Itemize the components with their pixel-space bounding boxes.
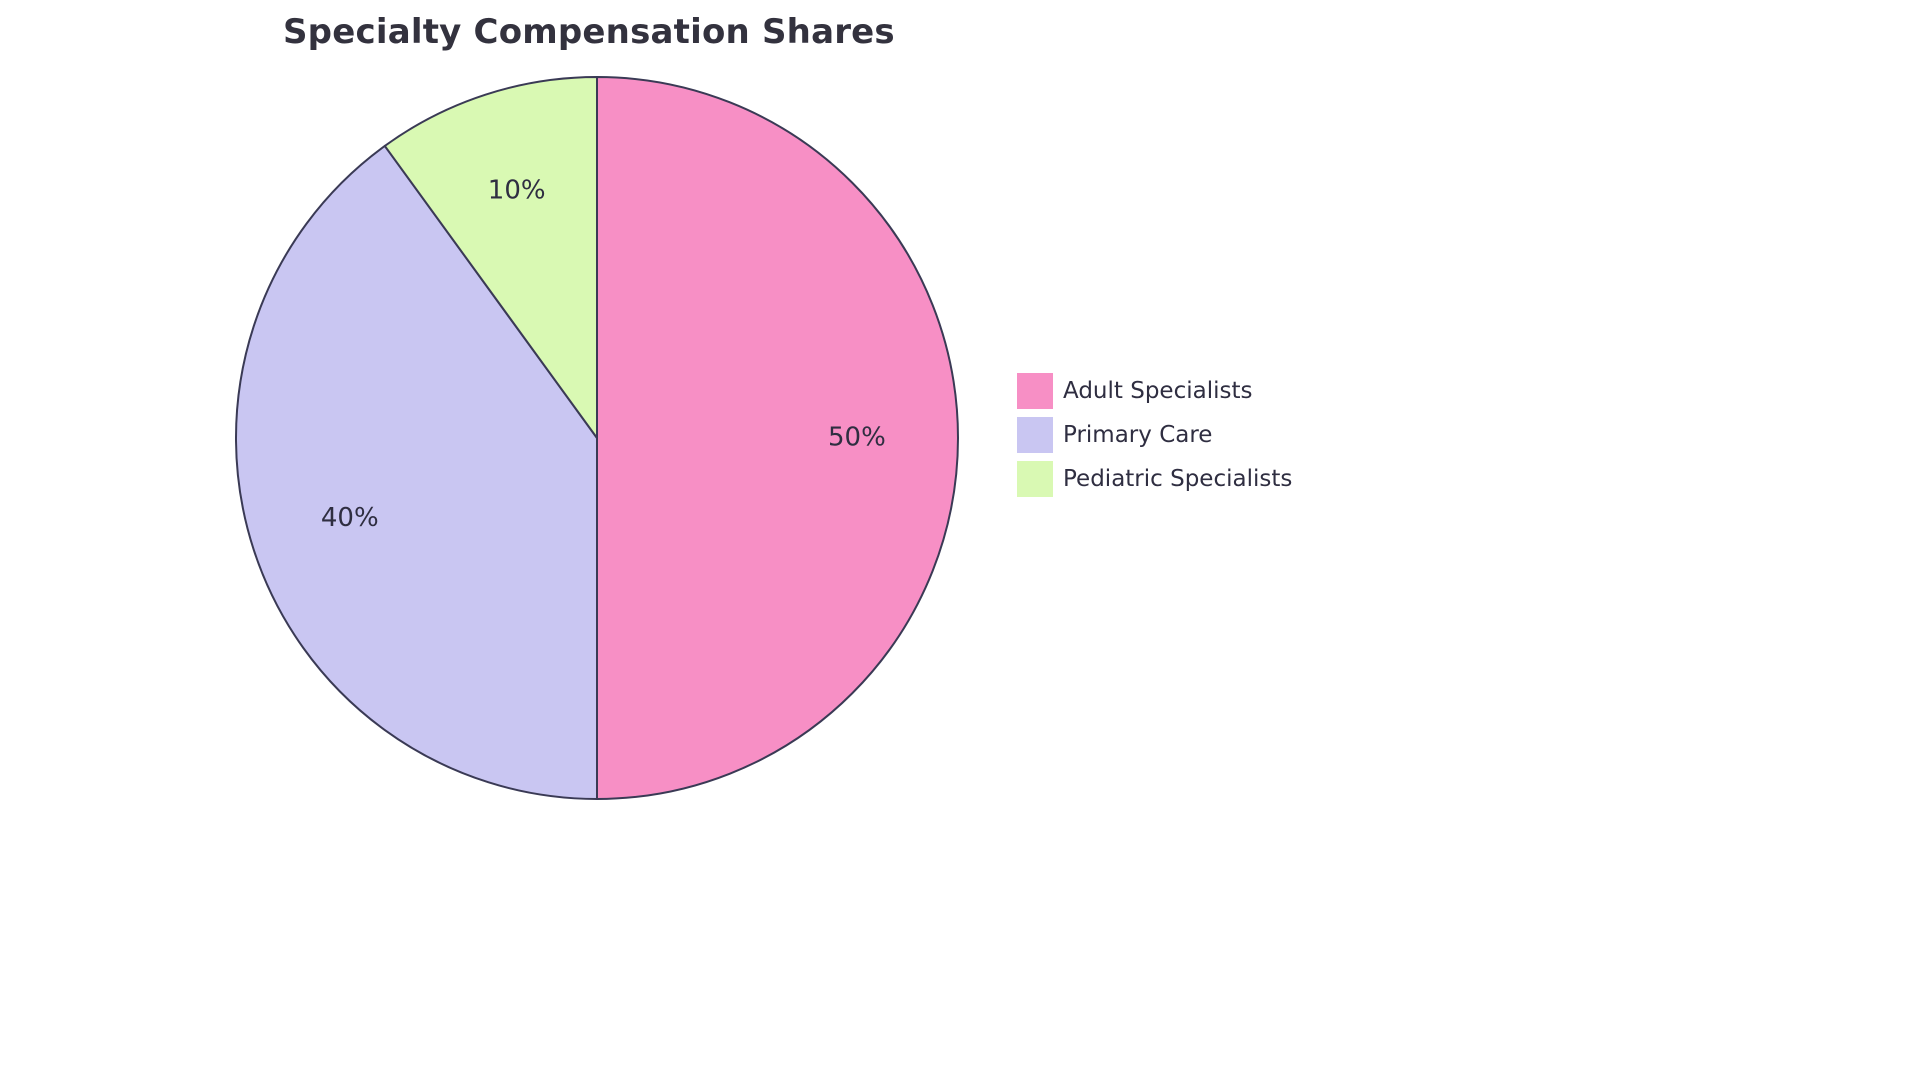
pie-slice-2 (383, 76, 598, 439)
pie-slice-0 (596, 76, 959, 800)
legend-item: Pediatric Specialists (1017, 461, 1292, 497)
legend-item: Adult Specialists (1017, 373, 1292, 409)
legend-label: Pediatric Specialists (1063, 466, 1293, 492)
legend-label: Adult Specialists (1063, 378, 1253, 404)
pie-slice-1 (235, 144, 598, 800)
slice-value-label: 40% (321, 503, 379, 533)
legend-item: Primary Care (1017, 417, 1292, 453)
slice-value-label: 50% (828, 423, 886, 453)
legend-swatch (1017, 373, 1053, 409)
legend-label: Primary Care (1063, 422, 1213, 448)
legend-swatch (1017, 461, 1053, 497)
chart-title: Specialty Compensation Shares (283, 12, 895, 52)
legend-swatch (1017, 417, 1053, 453)
legend: Adult Specialists Primary Care Pediatric S… (1017, 373, 1292, 505)
slice-value-label: 10% (488, 175, 546, 205)
